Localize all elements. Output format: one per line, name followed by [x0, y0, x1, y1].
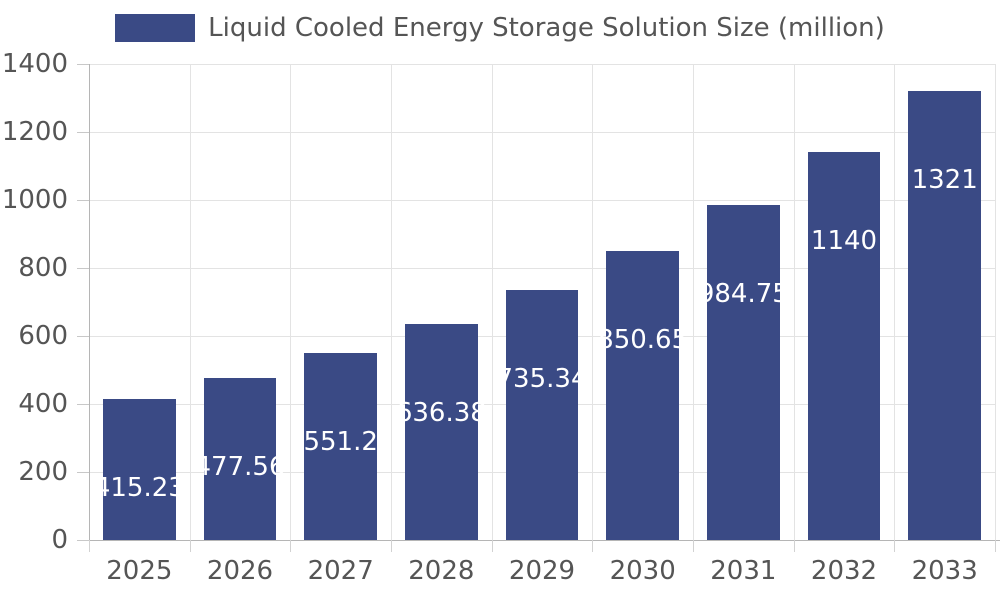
- y-axis-tick-label: 1400: [1, 49, 68, 79]
- chart-legend: Liquid Cooled Energy Storage Solution Si…: [0, 0, 1000, 56]
- x-axis-tick-label: 2030: [609, 556, 676, 586]
- legend-item-0[interactable]: Liquid Cooled Energy Storage Solution Si…: [115, 14, 885, 42]
- x-axis-tick-label: 2032: [810, 556, 878, 586]
- gridline-vertical: [492, 64, 493, 540]
- gridline-horizontal: [89, 200, 995, 201]
- gridline-vertical: [592, 64, 593, 540]
- y-axis-tick-mark: [77, 540, 89, 541]
- gridline-horizontal: [89, 268, 995, 269]
- y-axis-tick-mark: [77, 132, 89, 133]
- x-axis-tick-label: 2033: [911, 556, 978, 586]
- y-axis-tick-label: 200: [18, 457, 68, 487]
- x-axis-tick-mark: [995, 540, 996, 552]
- legend-color-swatch-icon: [115, 14, 196, 42]
- y-axis-tick-label: 1200: [1, 117, 68, 147]
- x-axis-tick-label: 2031: [710, 556, 777, 586]
- gridline-vertical: [894, 64, 895, 540]
- y-axis-tick-mark: [77, 404, 89, 405]
- bar[interactable]: [807, 152, 881, 540]
- y-axis-tick-label: 400: [18, 389, 68, 419]
- x-axis-tick-mark: [592, 540, 593, 552]
- bar[interactable]: [404, 323, 478, 540]
- bar[interactable]: [505, 289, 579, 540]
- bar[interactable]: [606, 250, 680, 540]
- y-axis-tick-mark: [77, 268, 89, 269]
- gridline-vertical: [391, 64, 392, 540]
- gridline-vertical: [290, 64, 291, 540]
- bar[interactable]: [203, 377, 277, 540]
- x-axis-tick-mark: [290, 540, 291, 552]
- legend-item-label: Liquid Cooled Energy Storage Solution Si…: [208, 13, 885, 43]
- y-axis-tick-mark: [77, 64, 89, 65]
- y-axis-tick-mark: [77, 336, 89, 337]
- plot-area: 415.23 477.56 551.2 636.38 735.34 850.65 984.7…: [89, 64, 996, 541]
- bar[interactable]: [908, 90, 982, 540]
- x-axis-tick-label: 2025: [106, 556, 173, 586]
- y-axis-tick-mark: [77, 472, 89, 473]
- y-axis-tick-mark: [77, 200, 89, 201]
- x-axis-tick-label: 2028: [408, 556, 475, 586]
- x-axis-tick-label: 2026: [206, 556, 274, 586]
- gridline-horizontal: [89, 132, 995, 133]
- x-axis-tick-label: 2029: [508, 556, 576, 586]
- x-axis-tick-mark: [894, 540, 895, 552]
- bar[interactable]: [304, 352, 378, 540]
- x-axis-tick-mark: [190, 540, 191, 552]
- y-axis-tick-label: 0: [51, 525, 68, 555]
- x-axis-tick-mark: [89, 540, 90, 552]
- x-axis-tick-mark: [391, 540, 392, 552]
- gridline-vertical: [693, 64, 694, 540]
- y-axis-tick-label: 600: [18, 321, 68, 351]
- gridline-horizontal: [89, 64, 995, 65]
- x-axis-line: [77, 540, 1000, 541]
- gridline-vertical: [794, 64, 795, 540]
- y-axis-tick-label: 800: [18, 253, 68, 283]
- bar[interactable]: [102, 398, 176, 540]
- gridline-vertical: [995, 64, 996, 540]
- y-axis-line: [89, 64, 90, 551]
- x-axis-tick-label: 2027: [307, 556, 374, 586]
- x-axis-tick-mark: [693, 540, 694, 552]
- x-axis-tick-mark: [492, 540, 493, 552]
- y-axis-tick-label: 1000: [1, 185, 68, 215]
- gridline-vertical: [190, 64, 191, 540]
- bar[interactable]: [706, 205, 780, 540]
- x-axis-tick-mark: [794, 540, 795, 552]
